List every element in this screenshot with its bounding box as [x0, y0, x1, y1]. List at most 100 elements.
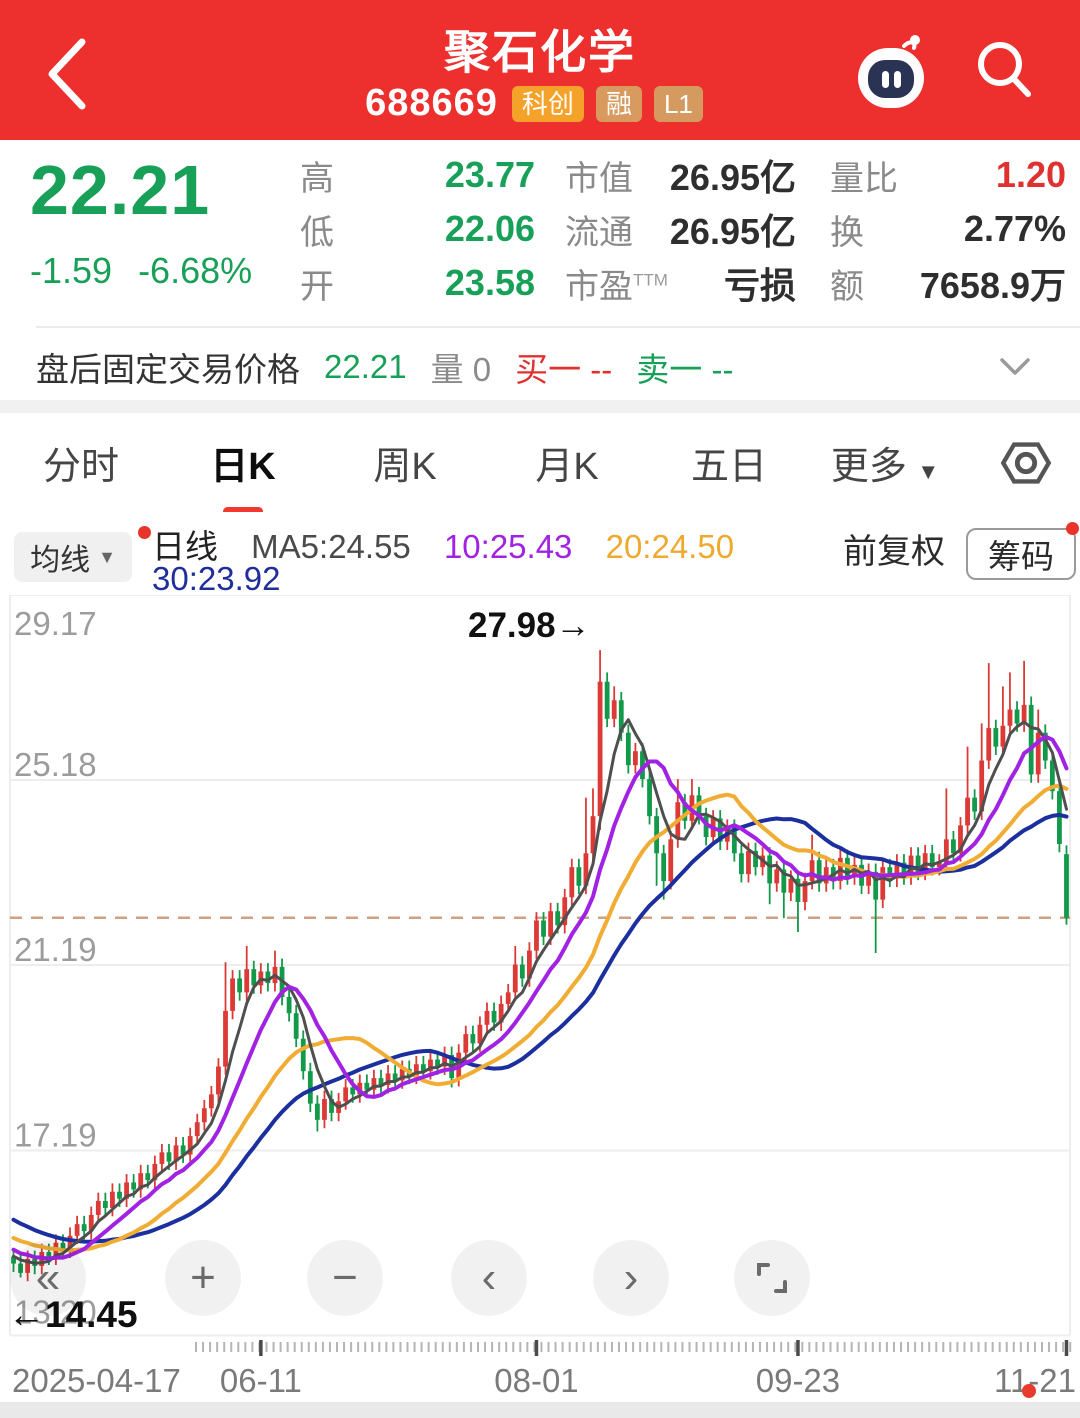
x-axis-labels: 2025-04-17 06-11 08-01 09-23 11-21	[0, 1358, 1080, 1402]
candle	[251, 969, 257, 986]
candle	[442, 1054, 447, 1067]
candle	[746, 850, 751, 875]
candle	[979, 760, 985, 812]
x-axis-label: 2025-04-17	[12, 1362, 181, 1399]
tab-周K[interactable]: 周K	[373, 446, 437, 488]
chart-controls: « + − ‹ ›	[0, 1240, 1080, 1316]
period-tabs: 分时 日K 周K 月K 五日 更多 ▼	[0, 413, 1080, 516]
chips-button[interactable]: 筹码	[966, 528, 1076, 580]
quote-col-labels-1: 高低开	[300, 148, 334, 310]
y-axis-label: 13.20	[14, 1293, 97, 1330]
candle	[519, 964, 525, 979]
candle	[124, 1182, 129, 1199]
ma-mode-button[interactable]: 均线 ▼	[14, 532, 132, 582]
bottom-strip	[0, 1402, 1080, 1418]
chart-settings-icon[interactable]	[1000, 441, 1052, 485]
candle	[420, 1064, 426, 1072]
candle	[300, 1038, 306, 1072]
candle	[187, 1136, 193, 1155]
kline-chart[interactable]: 29.17 25.18 21.19 17.19 13.20 27.98→	[0, 595, 1080, 1340]
candle	[329, 1098, 334, 1113]
ma-legend-line2: 30:23.92	[152, 560, 280, 598]
candle	[668, 839, 674, 882]
ma30-value: 30:23.92	[152, 560, 281, 597]
candle	[986, 728, 992, 761]
candle	[618, 700, 624, 733]
stock-badge: 融	[595, 85, 642, 122]
candle	[633, 751, 638, 766]
candle	[682, 802, 688, 821]
time-ruler[interactable]	[0, 1338, 1080, 1360]
stock-code-row: 688669 科创融 L1	[0, 82, 1080, 125]
y-axis-label: 29.17	[14, 605, 97, 642]
candle	[293, 1013, 299, 1039]
candle	[816, 860, 822, 884]
rewind-button[interactable]: «	[10, 1240, 86, 1316]
tab-分时[interactable]: 分时	[42, 446, 119, 488]
quote-col-labels-3: 量比换额	[830, 148, 898, 310]
field-value: 23.77	[444, 154, 535, 195]
candle	[25, 1258, 31, 1273]
tab-月K[interactable]: 月K	[535, 446, 599, 488]
candle	[470, 1034, 476, 1044]
y-axis-label: 21.19	[14, 931, 97, 968]
x-axis-label: 09-23	[755, 1362, 841, 1399]
candle	[661, 853, 667, 882]
candle	[972, 797, 978, 812]
zoom-out-button[interactable]: −	[307, 1240, 383, 1316]
pan-left-button[interactable]: ‹	[451, 1240, 527, 1316]
field-label: 换	[830, 213, 864, 252]
candle	[802, 881, 808, 902]
candle	[597, 681, 603, 817]
candle	[774, 869, 780, 884]
pan-right-button[interactable]: ›	[593, 1240, 669, 1316]
tab-more[interactable]: 更多 ▼	[830, 446, 940, 488]
candle	[371, 1078, 377, 1090]
ma10-value: 10:25.43	[443, 528, 573, 565]
candle	[46, 1252, 52, 1257]
search-icon[interactable]	[966, 32, 1042, 108]
candle	[1042, 732, 1048, 761]
field-value: 7658.9万	[919, 265, 1066, 306]
afterhours-row[interactable]: 盘后固定交易价格 22.21 量 0 买一 -- 卖一 --	[0, 334, 1080, 400]
adjust-mode-label[interactable]: 前复权	[843, 533, 945, 571]
candle	[350, 1087, 356, 1095]
tab-五日[interactable]: 五日	[690, 446, 767, 488]
candle	[929, 853, 935, 868]
candle	[117, 1191, 122, 1199]
candle	[753, 850, 758, 868]
corner-expand-icon	[757, 1263, 787, 1293]
candle	[611, 700, 617, 719]
candle	[548, 911, 554, 937]
candle	[731, 827, 737, 854]
candle	[505, 992, 511, 1004]
candle	[534, 920, 539, 951]
afterhours-label: 盘后固定交易价格	[36, 351, 300, 388]
candle	[145, 1173, 151, 1181]
ma5-value: MA5:24.55	[251, 528, 411, 565]
afterhours-vol: 0	[472, 351, 492, 388]
chevron-down-icon[interactable]	[998, 356, 1032, 378]
candle	[1007, 709, 1013, 726]
back-button[interactable]	[38, 34, 98, 114]
field-label: 市值	[565, 159, 633, 198]
candle	[936, 862, 942, 868]
candle	[647, 779, 652, 817]
stock-badge: L1	[653, 85, 703, 122]
afterhours-sell: 卖一 --	[636, 351, 734, 388]
tab-日K[interactable]: 日K	[162, 435, 324, 516]
candle	[392, 1073, 398, 1081]
candle	[110, 1191, 115, 1208]
zoom-in-button[interactable]: +	[165, 1240, 241, 1316]
candle	[244, 969, 250, 993]
min-price-annotation: ←14.45	[8, 1294, 138, 1335]
ai-assistant-icon[interactable]	[852, 30, 930, 114]
candle	[951, 839, 956, 854]
field-value: 亏损	[723, 265, 796, 306]
candle	[965, 797, 970, 826]
ma20-value: 20:24.50	[605, 528, 735, 565]
candle	[1014, 709, 1020, 724]
fullscreen-button[interactable]	[734, 1240, 810, 1316]
candle	[322, 1098, 327, 1120]
field-label: 开	[300, 267, 334, 306]
